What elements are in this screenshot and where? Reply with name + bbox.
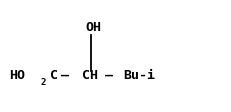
Text: —: — [61,69,69,81]
Text: HO: HO [9,69,25,81]
Text: C: C [50,69,58,81]
Text: Bu-i: Bu-i [124,69,156,81]
Text: CH: CH [82,69,98,81]
Text: —: — [105,69,113,81]
Text: 2: 2 [40,78,46,87]
Text: OH: OH [85,21,101,34]
